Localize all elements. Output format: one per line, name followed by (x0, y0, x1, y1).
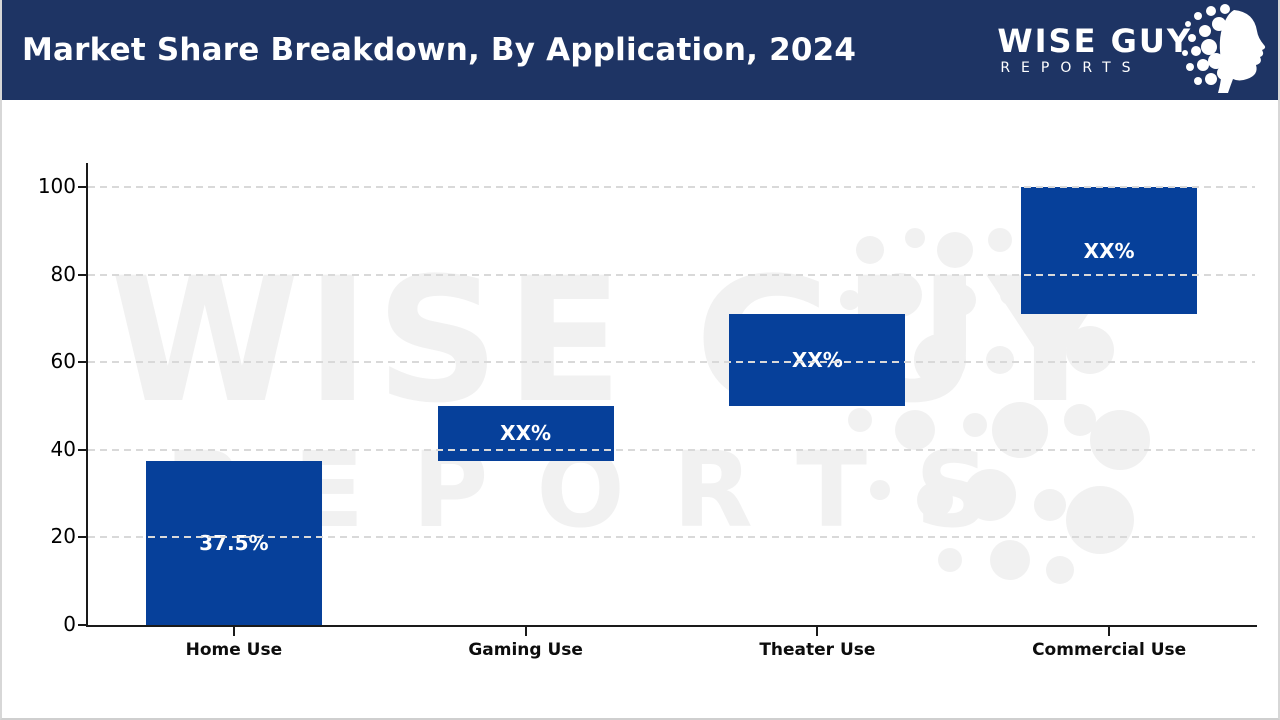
y-tick-mark (78, 624, 87, 626)
y-tick-mark (78, 448, 87, 451)
x-tick-mark (816, 627, 819, 636)
header-bar: Market Share Breakdown, By Application, … (0, 0, 1280, 100)
chart-title: Market Share Breakdown, By Application, … (22, 32, 857, 68)
y-tick-label: 40 (50, 436, 76, 461)
x-tick-mark (232, 627, 235, 636)
x-category-label: Theater Use (759, 640, 876, 660)
x-axis-line (86, 625, 1257, 627)
x-tick-mark (524, 627, 527, 636)
logo-wordmark-line1: WISE GUY (997, 22, 1192, 60)
y-tick-mark (78, 273, 87, 276)
y-axis-line (86, 163, 88, 627)
gridline-y-20 (88, 536, 1255, 539)
x-category-label: Commercial Use (1032, 640, 1187, 660)
y-tick-mark (78, 361, 87, 364)
bar-theater-use: XX% (729, 314, 906, 406)
bar-commercial-use: XX% (1021, 187, 1198, 315)
y-tick-label: 80 (50, 261, 76, 286)
y-tick-mark (78, 186, 87, 188)
logo-wordmark-line2: REPORTS (1000, 60, 1142, 76)
y-tick-label: 60 (50, 349, 76, 374)
brand-logo: WISE GUY REPORTS (997, 0, 1270, 100)
bar-value-label: 37.5% (199, 530, 269, 555)
logo-wordmark: WISE GUY REPORTS (997, 25, 1192, 75)
bar-gaming-use: XX% (437, 406, 614, 461)
y-tick-label: 100 (37, 174, 76, 198)
watermark-face-dots (822, 228, 1150, 584)
bar-value-label: XX% (1083, 238, 1135, 263)
gridline-y-80 (88, 273, 1255, 276)
logo-face-icon (1182, 4, 1266, 93)
bar-value-label: XX% (791, 348, 843, 372)
x-category-label: Gaming Use (468, 640, 583, 660)
y-tick-label: 20 (50, 524, 76, 549)
y-tick-mark (78, 536, 87, 539)
x-tick-mark (1108, 627, 1111, 636)
gridline-y-40 (88, 448, 1255, 451)
gridline-y-100 (88, 186, 1255, 188)
bar-home-use: 37.5% (145, 460, 322, 625)
y-tick-label: 0 (63, 612, 76, 636)
gridline-y-60 (88, 361, 1255, 364)
x-category-label: Home Use (185, 640, 283, 660)
bar-value-label: XX% (500, 421, 552, 446)
